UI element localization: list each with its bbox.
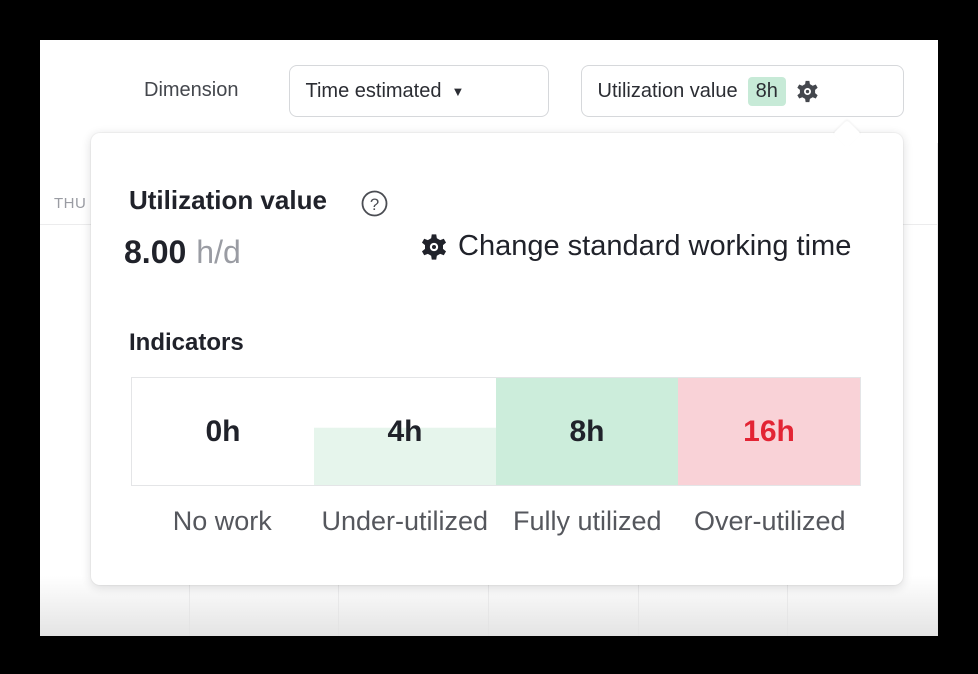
svg-text:?: ? [370, 195, 379, 214]
